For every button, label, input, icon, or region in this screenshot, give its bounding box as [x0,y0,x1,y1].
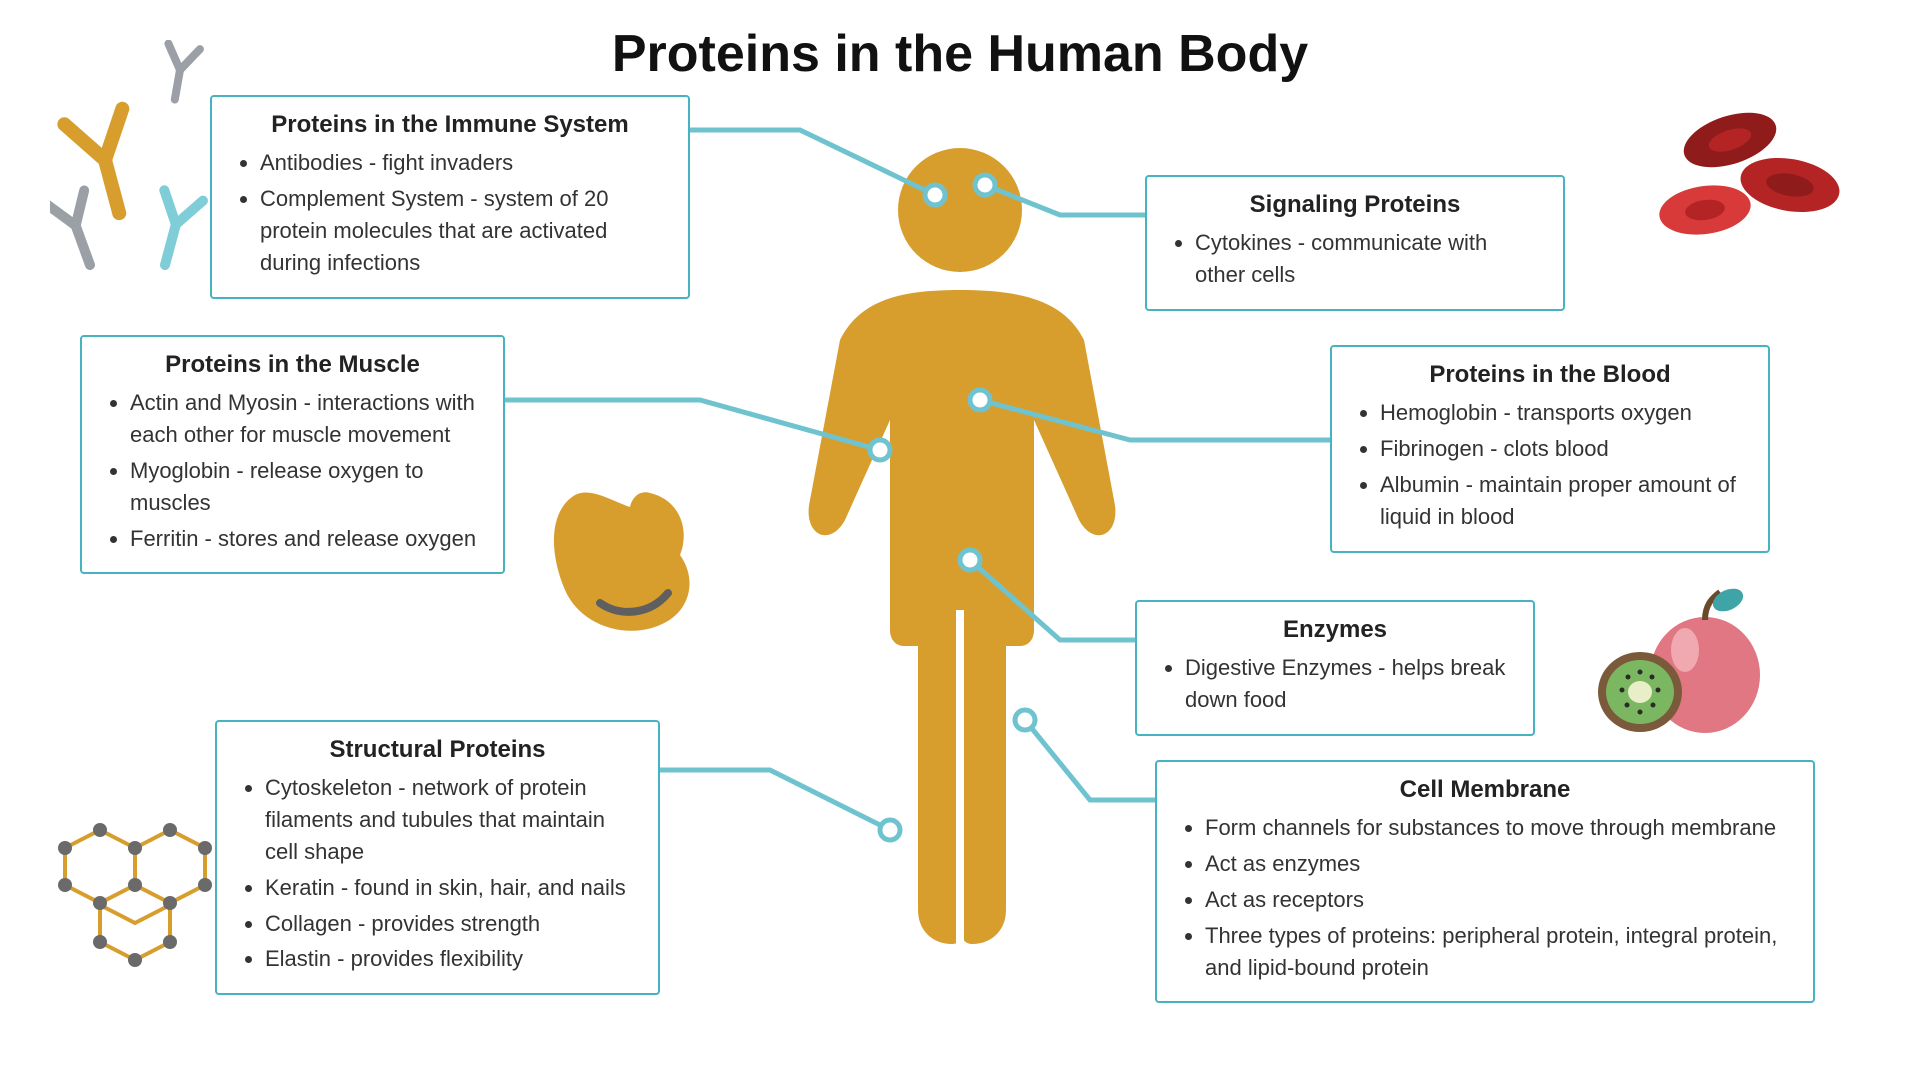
fruit-icon [1590,580,1770,745]
card-muscle-title: Proteins in the Muscle [102,351,483,379]
card-blood-item: Hemoglobin - transports oxygen [1380,397,1748,429]
card-immune-item: Antibodies - fight invaders [260,147,668,179]
card-structural-item: Cytoskeleton - network of protein filame… [265,772,638,868]
blood-cells-icon [1640,100,1840,255]
card-membrane: Cell Membrane Form channels for substanc… [1155,760,1815,1003]
card-membrane-title: Cell Membrane [1177,776,1793,804]
card-blood-item: Albumin - maintain proper amount of liqu… [1380,469,1748,533]
card-signaling: Signaling Proteins Cytokines - communica… [1145,175,1565,311]
card-blood-item: Fibrinogen - clots blood [1380,433,1748,465]
card-structural-title: Structural Proteins [237,736,638,764]
card-structural-item: Keratin - found in skin, hair, and nails [265,872,638,904]
card-structural-item: Collagen - provides strength [265,908,638,940]
card-blood-title: Proteins in the Blood [1352,361,1748,389]
card-blood: Proteins in the Blood Hemoglobin - trans… [1330,345,1770,553]
card-enzymes-title: Enzymes [1157,616,1513,644]
card-muscle-item: Myoglobin - release oxygen to muscles [130,455,483,519]
molecule-icon [40,800,240,985]
card-membrane-item: Act as enzymes [1205,848,1793,880]
card-signaling-item: Cytokines - communicate with other cells [1195,227,1543,291]
card-immune-title: Proteins in the Immune System [232,111,668,139]
card-structural: Structural Proteins Cytoskeleton - netwo… [215,720,660,995]
card-muscle-item: Actin and Myosin - interactions with eac… [130,387,483,451]
page-title: Proteins in the Human Body [0,24,1920,84]
card-muscle: Proteins in the Muscle Actin and Myosin … [80,335,505,574]
antibody-icon [50,40,220,275]
card-muscle-item: Ferritin - stores and release oxygen [130,523,483,555]
bicep-icon [540,475,700,650]
card-membrane-item: Three types of proteins: peripheral prot… [1205,920,1793,984]
card-enzymes: Enzymes Digestive Enzymes - helps break … [1135,600,1535,736]
card-immune-item: Complement System - system of 20 protein… [260,183,668,279]
card-membrane-item: Form channels for substances to move thr… [1205,812,1793,844]
card-structural-item: Elastin - provides flexibility [265,943,638,975]
card-membrane-item: Act as receptors [1205,884,1793,916]
card-enzymes-item: Digestive Enzymes - helps break down foo… [1185,652,1513,716]
card-immune: Proteins in the Immune System Antibodies… [210,95,690,299]
card-signaling-title: Signaling Proteins [1167,191,1543,219]
human-figure [790,140,1130,965]
